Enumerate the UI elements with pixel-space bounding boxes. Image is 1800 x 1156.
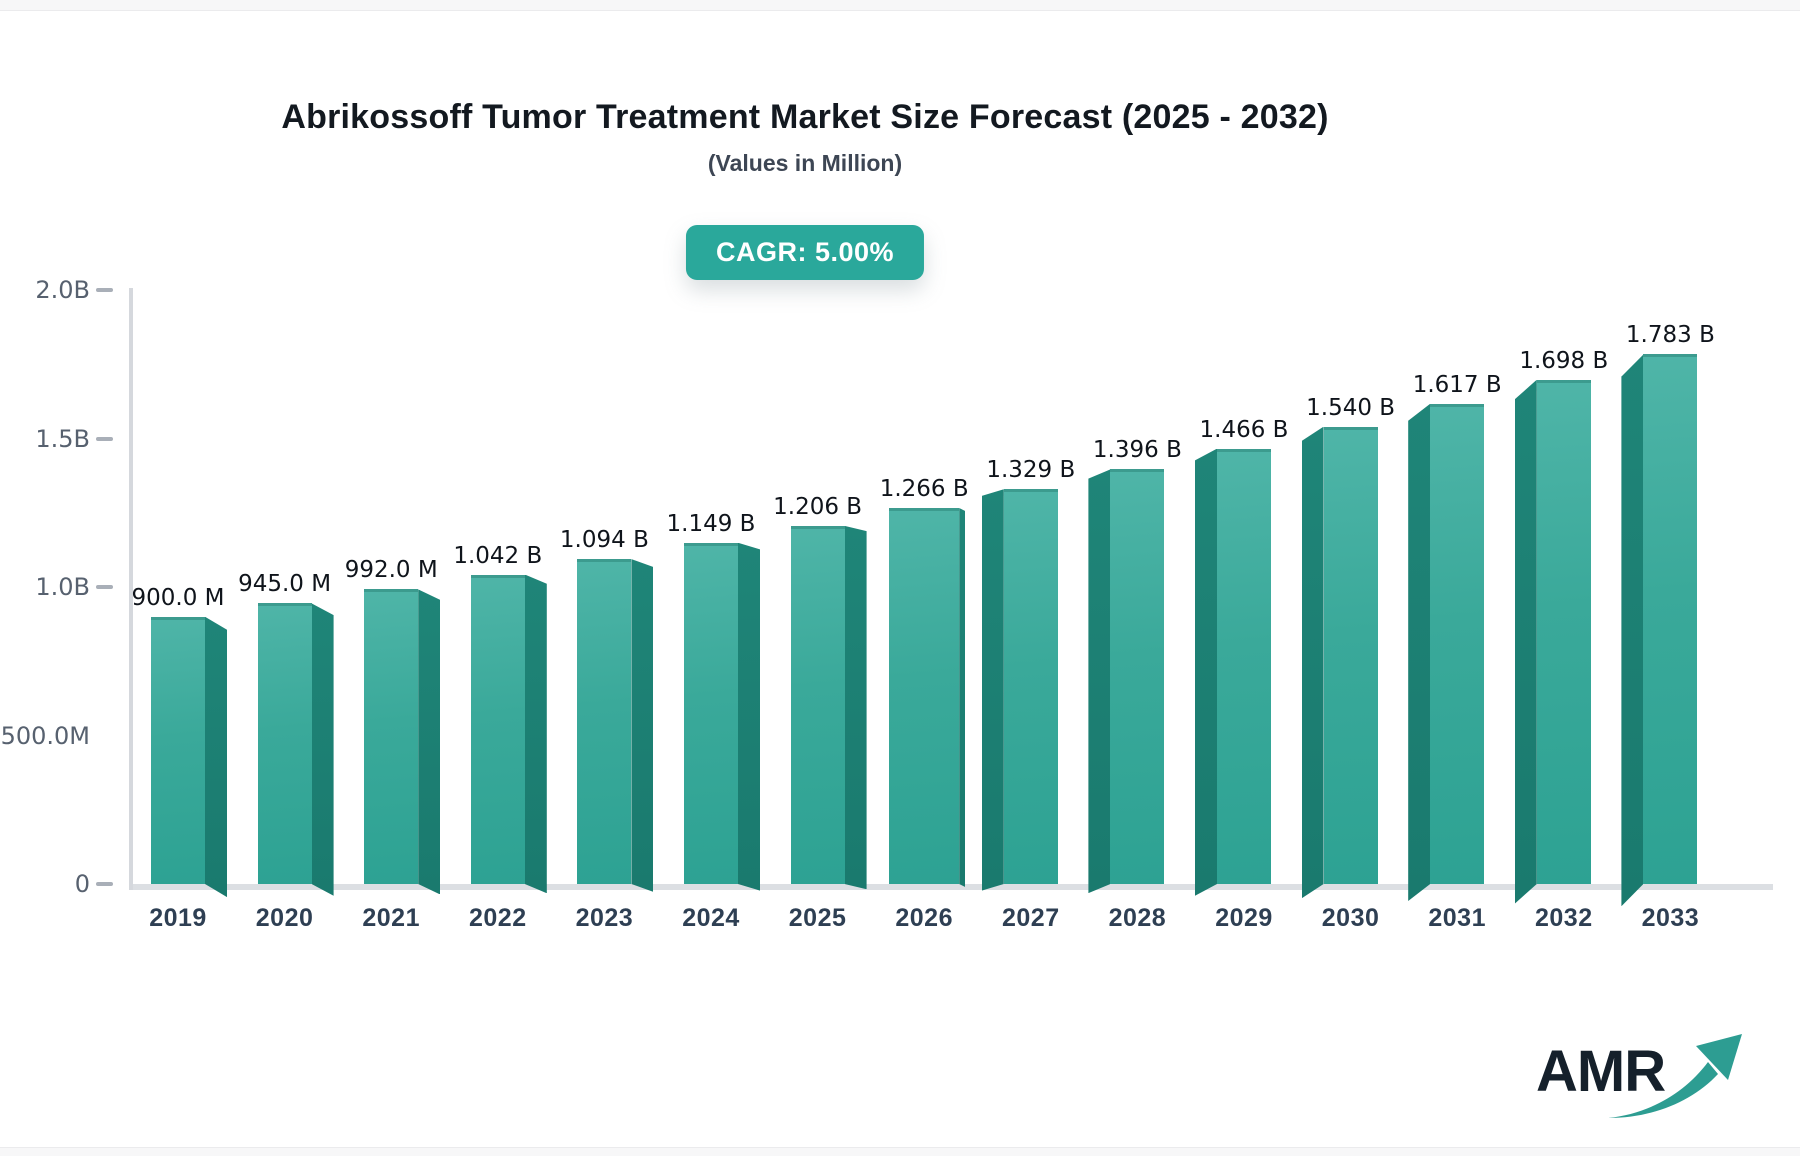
chart-title: Abrikossoff Tumor Treatment Market Size … [281, 98, 1329, 136]
x-axis-label-2022: 2022 [468, 904, 527, 932]
bar-front-face [1110, 469, 1165, 884]
chart-subtitle: (Values in Million) [707, 150, 903, 176]
x-axis-label-2024: 2024 [682, 904, 740, 932]
x-axis-label-2030: 2030 [1321, 904, 1380, 932]
x-axis-label-2019: 2019 [149, 904, 207, 932]
bar-2031[interactable] [1408, 403, 1485, 901]
bar-side-face [845, 526, 867, 889]
growth-arrow-icon [1608, 1034, 1742, 1118]
bar-2025[interactable] [790, 525, 867, 889]
x-axis-label-2023: 2023 [575, 904, 634, 932]
bar-side-face [205, 617, 227, 897]
bar-value-label: 900.0 M [131, 584, 225, 611]
bar-2033[interactable] [1621, 354, 1698, 906]
bar-value-label: 1.698 B [1519, 347, 1609, 374]
y-tick-label: 1.0B [35, 573, 90, 601]
bar-value-label: 1.396 B [1092, 437, 1182, 464]
bar-value-label: 992.0 M [344, 557, 438, 584]
bar-side-face [959, 508, 965, 887]
bar-front-face [151, 616, 205, 884]
bar-2022[interactable] [470, 574, 547, 894]
bar-value-label: 1.206 B [773, 493, 863, 520]
bar-2027[interactable] [982, 489, 1058, 890]
bar-2032[interactable] [1515, 379, 1591, 904]
bar-value-label: 1.540 B [1306, 394, 1396, 421]
bar-side-face [1088, 469, 1110, 893]
x-axis-baseline [129, 884, 1773, 890]
amr-logo: AMR [1530, 1030, 1750, 1120]
bar-front-face [1003, 489, 1058, 884]
bar-2019[interactable] [151, 616, 227, 897]
bar-2024[interactable] [684, 542, 760, 891]
cagr-badge: CAGR: 5.00% [685, 225, 925, 280]
bar-2023[interactable] [577, 559, 653, 892]
x-axis-label-2028: 2028 [1108, 904, 1167, 932]
bar-front-face [257, 603, 312, 884]
bar-front-face [470, 574, 525, 884]
bar-front-face [1536, 379, 1591, 884]
bar-value-label: 1.042 B [453, 542, 543, 569]
x-axis-label-2032: 2032 [1534, 904, 1593, 932]
y-tick-mark [96, 882, 113, 886]
y-tick-mark [96, 436, 113, 441]
y-tick-mark [96, 585, 113, 589]
bar-front-face [790, 525, 845, 884]
bar-front-face [1430, 403, 1485, 884]
bar-2028[interactable] [1088, 469, 1165, 893]
bar-front-face [364, 589, 419, 884]
bar-front-face [1323, 426, 1378, 884]
x-axis-label-2029: 2029 [1215, 904, 1273, 932]
bar-value-label: 1.094 B [559, 527, 649, 554]
bar-front-face [1643, 354, 1698, 884]
bar-side-face [738, 543, 760, 891]
page-bottom-border [0, 1147, 1800, 1156]
bar-side-face [312, 603, 334, 895]
bar-value-label: 1.266 B [879, 475, 969, 502]
bar-front-face [889, 507, 960, 884]
bar-2026[interactable] [889, 507, 965, 887]
y-tick-label: 1.5B [35, 424, 90, 453]
bar-value-label: 1.466 B [1199, 416, 1289, 443]
bar-side-face [418, 589, 440, 894]
bar-side-face [525, 575, 547, 894]
x-axis-label-2021: 2021 [362, 904, 420, 932]
bar-side-face [1621, 354, 1643, 906]
y-tick-label: 500.0M [0, 721, 90, 750]
bar-front-face [1217, 448, 1271, 884]
bar-value-label: 1.329 B [986, 457, 1076, 484]
y-axis-line [129, 288, 133, 890]
bar-2021[interactable] [364, 589, 440, 894]
bar-value-label: 1.617 B [1412, 371, 1502, 398]
x-axis-label-2031: 2031 [1428, 904, 1486, 932]
amr-logo-text: AMR [1536, 1039, 1666, 1104]
bar-value-label: 1.149 B [666, 510, 756, 537]
bar-2020[interactable] [257, 603, 334, 895]
y-tick-mark [96, 288, 113, 292]
bar-value-label: 945.0 M [238, 571, 332, 598]
bar-side-face [631, 559, 653, 892]
x-axis-label-2027: 2027 [1001, 904, 1060, 932]
bar-front-face [577, 559, 632, 884]
bar-2030[interactable] [1302, 426, 1378, 899]
x-axis-label-2033: 2033 [1641, 904, 1700, 932]
page-top-border [0, 0, 1800, 11]
bar-front-face [684, 542, 738, 884]
x-axis-label-2026: 2026 [895, 904, 953, 932]
bar-side-face [1408, 404, 1430, 901]
bar-2029[interactable] [1195, 448, 1271, 896]
bar-side-face [1195, 449, 1217, 896]
y-tick-label: 2.0B [35, 276, 90, 304]
y-tick-label: 0 [74, 870, 90, 898]
x-axis-label-2020: 2020 [255, 904, 314, 932]
bar-side-face [1515, 380, 1537, 904]
bar-value-label: 1.783 B [1625, 322, 1715, 349]
x-axis-label-2025: 2025 [788, 904, 847, 932]
bar-side-face [982, 489, 1004, 890]
bar-side-face [1302, 427, 1324, 899]
